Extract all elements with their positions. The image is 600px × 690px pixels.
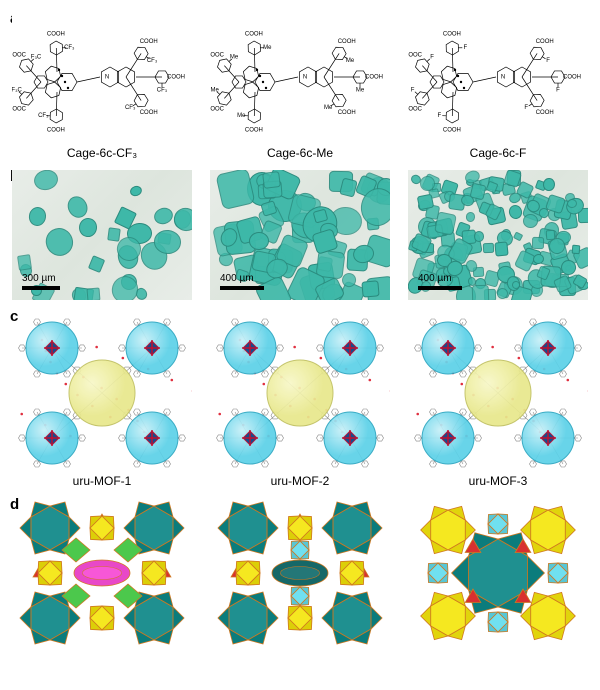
chem-structure-1: N COOH CF₃ COOH CF₃ COOH CF₃ HOOC F₃C HOOC F₃C COOH… xyxy=(12,12,192,142)
svg-text:COOH: COOH xyxy=(338,110,356,116)
svg-text:Me: Me xyxy=(356,88,365,94)
chem-structure-3: N COOH F COOH F COOH F HOOC F HOOC F COOH F COOH F xyxy=(408,12,588,142)
cell-c3: uru-MOF-3 xyxy=(408,310,588,488)
caption-c2: uru-MOF-2 xyxy=(271,474,330,488)
row-a: a NCOOHCF₃COOHCF₃COOHCF₃HOOCF₃CHOOCF₃CCO… xyxy=(12,12,588,160)
svg-text:COOH: COOH xyxy=(167,75,185,81)
svg-text:F₃C: F₃C xyxy=(12,87,23,93)
cell-c2: uru-MOF-2 xyxy=(210,310,390,488)
svg-text:COOH: COOH xyxy=(245,128,263,134)
svg-text:Me: Me xyxy=(324,105,333,111)
svg-text:HOOC: HOOC xyxy=(12,106,27,112)
svg-text:COOH: COOH xyxy=(47,128,65,134)
caption-a3: Cage-6c-F xyxy=(470,146,527,160)
microscopy-3: 400 µm xyxy=(408,170,588,300)
svg-text:CF₃: CF₃ xyxy=(125,105,136,111)
microscopy-1: 300 µm xyxy=(12,170,192,300)
polyhedra-1 xyxy=(12,498,192,648)
svg-text:N: N xyxy=(303,75,307,81)
svg-text:HOOC: HOOC xyxy=(12,53,27,59)
microscopy-2: 400 µm xyxy=(210,170,390,300)
svg-text:COOH: COOH xyxy=(47,32,65,38)
svg-text:F: F xyxy=(411,87,415,93)
mof-structure-3 xyxy=(408,310,588,470)
row-d: d xyxy=(12,498,588,648)
mof-structure-1 xyxy=(12,310,192,470)
row-b: b 300 µm 400 µm 400 µm xyxy=(12,170,588,300)
svg-text:F₃C: F₃C xyxy=(31,55,42,61)
svg-text:COOH: COOH xyxy=(563,75,581,81)
svg-text:COOH: COOH xyxy=(536,39,554,45)
svg-text:COOH: COOH xyxy=(140,39,158,45)
svg-text:HOOC: HOOC xyxy=(210,106,225,112)
svg-text:COOH: COOH xyxy=(443,128,461,134)
svg-text:Me: Me xyxy=(346,58,355,64)
svg-text:N: N xyxy=(501,75,505,81)
caption-a2: Cage-6c-Me xyxy=(267,146,333,160)
cell-b3: 400 µm xyxy=(408,170,588,300)
svg-text:COOH: COOH xyxy=(443,32,461,38)
polyhedra-2 xyxy=(210,498,390,648)
svg-text:Me: Me xyxy=(230,55,239,61)
svg-text:F: F xyxy=(556,88,560,94)
svg-text:CF₃: CF₃ xyxy=(157,88,168,94)
caption-a1: Cage-6c-CF₃ xyxy=(67,146,137,160)
cell-a2: N COOH Me COOH Me COOH Me HOOC Me HOOC Me COOH Me COO… xyxy=(210,12,390,160)
svg-text:N: N xyxy=(105,75,109,81)
svg-text:F: F xyxy=(463,45,467,51)
cell-a3: N COOH F COOH F COOH F HOOC F HOOC F COOH F COOH F Cag… xyxy=(408,12,588,160)
svg-text:F: F xyxy=(437,113,441,119)
svg-text:COOH: COOH xyxy=(140,110,158,116)
row-c: c uru-MOF-1 uru-MOF-2 uru-MOF-3 xyxy=(12,310,588,488)
svg-text:COOH: COOH xyxy=(245,32,263,38)
svg-text:COOH: COOH xyxy=(536,110,554,116)
svg-text:F: F xyxy=(430,55,434,61)
svg-text:F: F xyxy=(524,105,528,111)
svg-text:Me: Me xyxy=(210,87,219,93)
cell-b2: 400 µm xyxy=(210,170,390,300)
cell-d1 xyxy=(12,498,192,648)
cell-b1: 300 µm xyxy=(12,170,192,300)
svg-text:HOOC: HOOC xyxy=(210,53,225,59)
svg-text:HOOC: HOOC xyxy=(408,106,423,112)
svg-text:Me: Me xyxy=(237,113,246,119)
caption-c1: uru-MOF-1 xyxy=(73,474,132,488)
caption-c3: uru-MOF-3 xyxy=(469,474,528,488)
svg-text:CF₃: CF₃ xyxy=(147,58,158,64)
cell-d2 xyxy=(210,498,390,648)
cell-a1: N COOH CF₃ COOH CF₃ COOH CF₃ HOOC F₃C HOOC F₃C COOH… xyxy=(12,12,192,160)
svg-text:HOOC: HOOC xyxy=(408,53,423,59)
svg-text:F: F xyxy=(546,58,550,64)
svg-text:COOH: COOH xyxy=(338,39,356,45)
svg-text:Me: Me xyxy=(263,45,272,51)
figure: a NCOOHCF₃COOHCF₃COOHCF₃HOOCF₃CHOOCF₃CCO… xyxy=(12,12,588,648)
svg-text:CF₃: CF₃ xyxy=(38,113,49,119)
mof-structure-2 xyxy=(210,310,390,470)
svg-text:CF₃: CF₃ xyxy=(64,45,75,51)
cell-d3 xyxy=(408,498,588,648)
chem-structure-2: N COOH Me COOH Me COOH Me HOOC Me HOOC Me COOH Me COO… xyxy=(210,12,390,142)
polyhedra-3 xyxy=(408,498,588,648)
svg-text:COOH: COOH xyxy=(365,75,383,81)
cell-c1: uru-MOF-1 xyxy=(12,310,192,488)
